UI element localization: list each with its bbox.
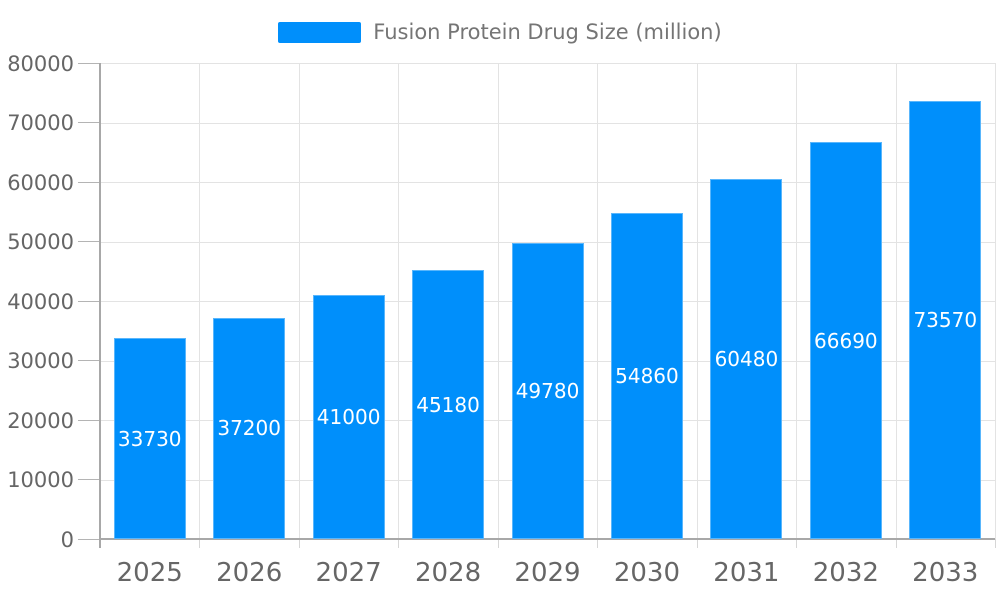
x-axis-label: 2032	[812, 558, 879, 588]
y-axis-tick	[78, 538, 100, 540]
bar[interactable]	[113, 338, 186, 539]
x-axis-tick	[597, 539, 599, 548]
x-axis-label: 2029	[514, 558, 581, 588]
horizontal-gridline	[100, 182, 995, 183]
x-axis-label: 2031	[713, 558, 780, 588]
horizontal-gridline	[100, 122, 995, 124]
y-axis-label: 10000	[7, 468, 74, 492]
vertical-gridline	[995, 63, 996, 539]
bar[interactable]	[511, 242, 584, 539]
x-axis-tick	[895, 539, 897, 548]
vertical-gridline	[696, 63, 698, 539]
x-axis-label: 2025	[116, 558, 183, 588]
bar[interactable]	[312, 295, 385, 539]
x-axis-tick	[298, 539, 300, 548]
x-axis-tick	[497, 539, 499, 548]
y-axis-label: 70000	[7, 111, 74, 135]
y-axis-label: 50000	[7, 230, 74, 254]
x-axis-tick	[796, 539, 798, 548]
x-axis-tick	[995, 539, 996, 548]
y-axis-tick	[78, 479, 100, 480]
y-axis-tick	[78, 300, 100, 302]
x-axis-label: 2027	[315, 558, 382, 588]
x-axis-label: 2030	[613, 558, 681, 588]
y-axis-label: 60000	[7, 170, 74, 195]
vertical-gridline	[796, 63, 798, 539]
y-axis-tick	[78, 360, 100, 361]
y-axis-tick	[78, 181, 100, 183]
bar[interactable]	[412, 270, 485, 539]
y-axis-line	[99, 63, 101, 548]
y-axis-label: 40000	[7, 289, 74, 314]
legend-swatch-icon	[278, 21, 362, 43]
legend-label: Fusion Protein Drug Size (million)	[373, 20, 722, 44]
bar[interactable]	[710, 179, 783, 539]
y-axis-label: 80000	[7, 51, 74, 76]
vertical-gridline	[298, 63, 300, 539]
vertical-gridline	[895, 63, 897, 539]
vertical-gridline	[597, 63, 599, 539]
x-axis-tick	[398, 539, 400, 548]
y-axis-tick	[78, 419, 100, 421]
x-axis-label: 2028	[414, 558, 482, 588]
horizontal-gridline	[100, 63, 995, 64]
y-axis-tick	[78, 122, 100, 123]
x-axis-label: 2033	[912, 558, 979, 588]
y-axis-label: 30000	[7, 349, 74, 373]
vertical-gridline	[497, 63, 499, 539]
x-axis-line	[99, 538, 995, 540]
y-axis-tick	[78, 62, 100, 64]
x-axis-tick	[696, 539, 698, 548]
y-axis-label: 20000	[7, 408, 74, 433]
x-axis-tick	[199, 539, 201, 548]
bar[interactable]	[909, 101, 982, 539]
x-axis-label: 2026	[216, 558, 283, 588]
y-axis-tick	[78, 241, 100, 242]
legend-item[interactable]: Fusion Protein Drug Size (million)	[0, 14, 1000, 50]
horizontal-gridline	[100, 241, 995, 243]
bar[interactable]	[610, 212, 683, 539]
bar[interactable]	[213, 317, 286, 539]
vertical-gridline	[199, 63, 201, 539]
bar[interactable]	[809, 142, 882, 539]
vertical-gridline	[398, 63, 400, 539]
y-axis-label: 0	[60, 527, 74, 552]
